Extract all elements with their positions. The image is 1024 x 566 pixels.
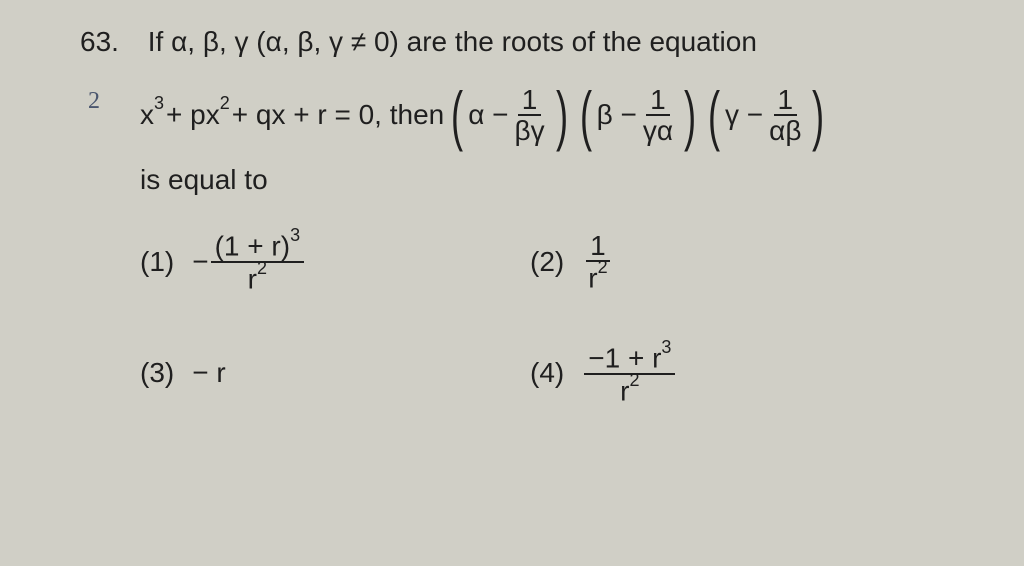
factor-3: ( γ − 1 αβ ): [703, 85, 829, 146]
factor-2: ( β − 1 γα ): [575, 85, 701, 146]
question-first-line: 63. If α, β, γ (α, β, γ ≠ 0) are the roo…: [80, 20, 964, 65]
option-1-fraction: (1 + r)3 r2: [211, 230, 304, 293]
option-4-fraction: −1 + r3 r2: [584, 342, 675, 405]
eq-px2: + px2: [166, 93, 230, 138]
equation-line: x3 + px2 + qx + r = 0, then ( α − 1 βγ )…: [80, 85, 964, 146]
question-text-line3: is equal to: [80, 158, 964, 203]
frac-1-over-ab: 1 αβ: [765, 85, 805, 146]
option-4-label: (4): [530, 351, 564, 396]
option-3: (3) − r: [140, 342, 530, 405]
eq-rest: + qx + r = 0, then: [232, 93, 444, 138]
option-2-fraction: 1 r2: [584, 231, 611, 293]
question-page: 63. If α, β, γ (α, β, γ ≠ 0) are the roo…: [0, 0, 1024, 566]
option-3-text: − r: [192, 351, 225, 396]
question-text-line1: If α, β, γ (α, β, γ ≠ 0) are the roots o…: [148, 20, 757, 65]
option-4: (4) −1 + r3 r2: [530, 342, 964, 405]
option-1-prefix: −: [192, 240, 208, 285]
frac-1-over-bg: 1 βγ: [511, 85, 549, 146]
beta-minus: β −: [597, 93, 637, 138]
eq-x: x3: [140, 93, 164, 138]
option-2: (2) 1 r2: [530, 230, 964, 293]
option-3-label: (3): [140, 351, 174, 396]
alpha-minus: α −: [468, 93, 508, 138]
option-1: (1) − (1 + r)3 r2: [140, 230, 530, 293]
factor-1: ( α − 1 βγ ): [446, 85, 572, 146]
frac-1-over-ga: 1 γα: [639, 85, 677, 146]
question-number: 63.: [80, 20, 140, 65]
options-grid: (1) − (1 + r)3 r2 (2) 1 r2 (3) − r (4) −…: [80, 230, 964, 405]
option-1-label: (1): [140, 240, 174, 285]
gamma-minus: γ −: [725, 93, 763, 138]
option-2-label: (2): [530, 240, 564, 285]
